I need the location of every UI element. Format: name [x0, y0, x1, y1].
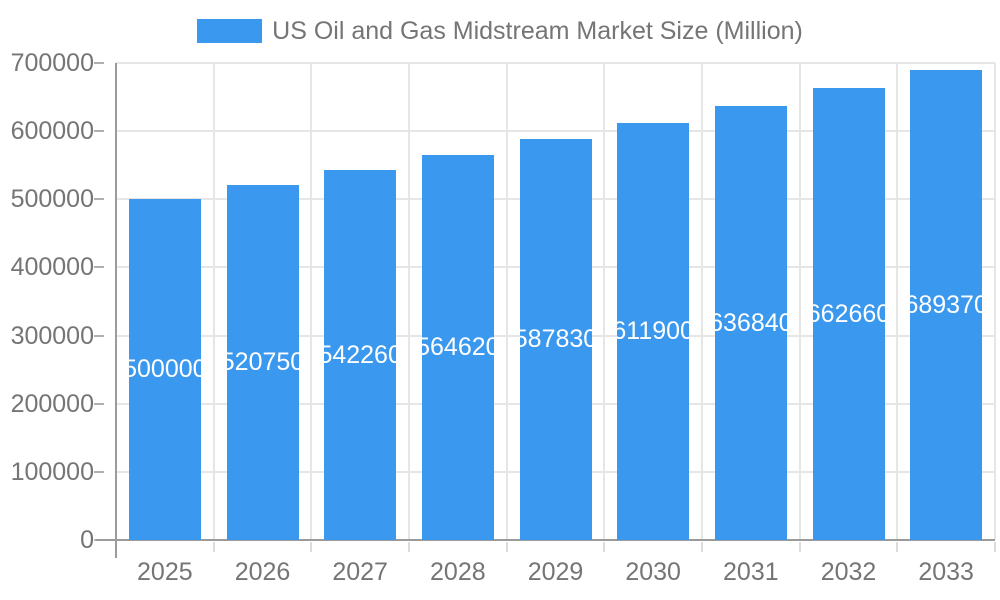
y-axis-tick [94, 402, 104, 405]
gridline-vertical [310, 63, 313, 540]
y-axis-tick [94, 62, 104, 64]
bar-value-label: 500000 [128, 355, 201, 384]
y-axis-tick [94, 266, 104, 269]
gridline-vertical [896, 63, 899, 540]
bar-value-label: 542260 [324, 340, 397, 369]
x-axis-tick [212, 542, 215, 552]
y-axis-label: 500000 [10, 185, 94, 214]
bar-value-label: 636840 [714, 308, 787, 337]
gridline-vertical [701, 63, 703, 540]
x-axis-label-2032: 2032 [820, 558, 877, 586]
gridline-vertical [408, 63, 410, 540]
y-axis-tick [94, 130, 104, 133]
y-axis-tick [94, 334, 104, 337]
x-axis-label-2031: 2031 [723, 558, 779, 586]
chart-legend: US Oil and Gas Midstream Market Size (Mi… [0, 17, 1000, 45]
legend-label: US Oil and Gas Midstream Market Size (Mi… [272, 16, 803, 45]
bar-value-label: 689370 [910, 290, 983, 319]
bar-2025[interactable]: 500000 [128, 199, 201, 540]
bar-2029[interactable]: 587830 [519, 139, 592, 540]
gridline-horizontal [116, 62, 995, 64]
bar-2033[interactable]: 689370 [910, 70, 983, 540]
bar-2030[interactable]: 611900 [617, 123, 690, 540]
x-axis-label-2030: 2030 [625, 558, 681, 586]
x-axis-label-2025: 2025 [137, 558, 193, 586]
x-axis-tick [408, 542, 410, 552]
y-axis-label: 100000 [10, 457, 94, 486]
bar-value-label: 662660 [812, 299, 885, 328]
x-axis-tick [994, 542, 996, 552]
gridline-vertical [603, 63, 606, 540]
bar-value-label: 520750 [226, 348, 299, 377]
gridline-vertical [212, 63, 215, 540]
y-axis-tick [94, 198, 104, 201]
y-axis-tick [94, 470, 104, 473]
y-axis-label: 200000 [10, 389, 94, 418]
gridline-vertical [994, 63, 996, 540]
x-axis-label-2029: 2029 [527, 558, 584, 586]
x-axis-baseline [96, 539, 995, 541]
x-axis-tick [310, 542, 313, 552]
y-axis-label: 400000 [10, 253, 94, 282]
y-axis-label: 600000 [10, 117, 94, 146]
y-axis-label: 700000 [10, 49, 94, 77]
x-axis-tick [896, 542, 899, 552]
y-axis-label: 300000 [10, 321, 94, 350]
bar-value-label: 564620 [421, 333, 494, 362]
x-axis-tick [701, 542, 703, 552]
x-axis-label-2026: 2026 [234, 558, 291, 586]
gridline-vertical [798, 63, 801, 540]
x-axis-label-2027: 2027 [332, 558, 388, 586]
x-axis-tick [505, 542, 508, 552]
x-axis-label-2033: 2033 [918, 558, 974, 586]
bar-2027[interactable]: 542260 [324, 170, 397, 540]
legend-swatch [197, 19, 263, 43]
bar-2026[interactable]: 520750 [226, 185, 299, 540]
x-axis-tick [603, 542, 606, 552]
bar-2028[interactable]: 564620 [421, 155, 494, 540]
y-axis-label: 0 [80, 526, 94, 554]
gridline-horizontal [116, 130, 995, 133]
y-axis-line [115, 63, 117, 558]
bar-value-label: 611900 [617, 317, 690, 345]
bar-2031[interactable]: 636840 [714, 106, 787, 540]
bar-2032[interactable]: 662660 [812, 88, 885, 540]
x-axis-label-2028: 2028 [430, 558, 486, 586]
bar-value-label: 587830 [519, 325, 592, 354]
gridline-vertical [505, 63, 508, 540]
x-axis-tick [798, 542, 801, 552]
